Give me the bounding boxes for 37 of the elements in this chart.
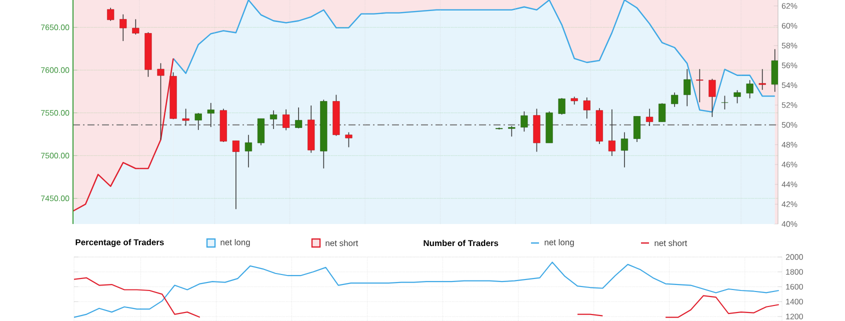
legend-label: net short [654, 240, 688, 246]
candlestick [295, 107, 302, 129]
legend-title: Percentage of Traders [76, 239, 164, 247]
candlestick [583, 97, 590, 119]
legend-title: Number of Traders [424, 240, 498, 246]
candlestick [734, 90, 741, 104]
candlestick [721, 95, 728, 110]
candlestick [520, 111, 528, 132]
candlestick [182, 108, 190, 126]
candlestick [157, 62, 164, 140]
candlestick [696, 68, 704, 103]
legend-label: net short [326, 240, 358, 246]
candlestick [194, 112, 202, 130]
legend-label: net long [544, 239, 574, 247]
candlestick [120, 14, 127, 42]
candlestick [508, 126, 516, 137]
candlestick [771, 48, 778, 92]
candlestick [107, 7, 114, 22]
candlestick [558, 98, 566, 116]
candlestick [671, 92, 678, 108]
candlestick [270, 110, 278, 130]
candlestick [658, 102, 666, 122]
candlestick [244, 134, 252, 168]
candlestick [620, 132, 628, 168]
candlestick [232, 140, 240, 210]
candlestick [608, 109, 616, 156]
candlestick [708, 78, 716, 118]
legend-label: net long [220, 239, 250, 247]
candlestick [758, 68, 766, 90]
candlestick [746, 80, 754, 99]
candlestick [282, 109, 290, 131]
candlestick [345, 132, 352, 148]
candlestick [646, 108, 654, 126]
candlestick [207, 102, 214, 128]
candlestick [132, 18, 140, 35]
candlestick [633, 116, 641, 142]
candlestick [684, 68, 691, 107]
